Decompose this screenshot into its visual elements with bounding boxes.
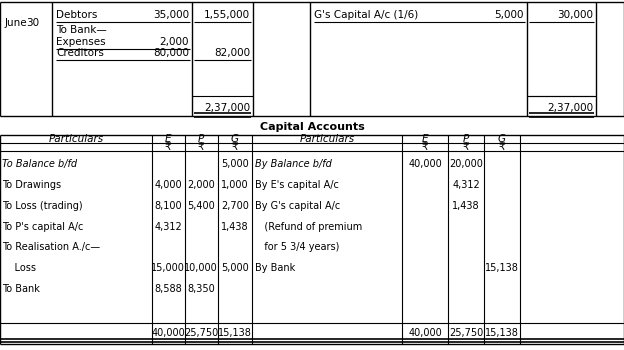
Text: 2,000: 2,000 [187,180,215,190]
Text: 2,000: 2,000 [160,37,189,47]
Text: ₹: ₹ [462,142,469,152]
Text: 40,000: 40,000 [408,328,442,338]
Text: 15,138: 15,138 [485,328,519,338]
Text: June: June [5,18,27,28]
Text: G: G [498,134,506,144]
Text: 30: 30 [26,18,39,28]
Text: Particulars: Particulars [300,134,354,144]
Text: To Drawings: To Drawings [2,180,61,190]
Text: To Loss (trading): To Loss (trading) [2,201,82,211]
Text: G's Capital A/c (1/6): G's Capital A/c (1/6) [314,10,418,20]
Text: 2,37,000: 2,37,000 [204,103,250,113]
Text: 35,000: 35,000 [153,10,189,20]
Text: 15,000: 15,000 [151,264,185,273]
Text: To P's capital A/c: To P's capital A/c [2,222,84,231]
Text: Particulars: Particulars [49,134,104,144]
Text: 15,138: 15,138 [218,328,252,338]
Text: 1,000: 1,000 [221,180,249,190]
Text: By E's capital A/c: By E's capital A/c [255,180,339,190]
Text: 4,312: 4,312 [154,222,182,231]
Text: 25,750: 25,750 [184,328,218,338]
Text: To Balance b/fd: To Balance b/fd [2,159,77,169]
Text: ₹: ₹ [165,142,172,152]
Text: 8,100: 8,100 [154,201,182,211]
Text: 5,000: 5,000 [494,10,524,20]
Text: Capital Accounts: Capital Accounts [260,122,364,132]
Text: Expenses: Expenses [56,37,105,47]
Text: E: E [165,134,171,144]
Text: ₹: ₹ [422,142,428,152]
Text: (Refund of premium: (Refund of premium [255,222,363,231]
Text: ₹: ₹ [499,142,505,152]
Text: ₹: ₹ [232,142,238,152]
Text: To Bank: To Bank [2,285,40,294]
Text: 4,312: 4,312 [452,180,480,190]
Text: 2,700: 2,700 [221,201,249,211]
Text: 25,750: 25,750 [449,328,483,338]
Text: 30,000: 30,000 [557,10,593,20]
Text: E: E [422,134,428,144]
Text: To Realisation A./c—: To Realisation A./c— [2,243,100,252]
Text: 8,350: 8,350 [187,285,215,294]
Text: P: P [463,134,469,144]
Text: ₹: ₹ [198,142,204,152]
Text: Loss: Loss [2,264,36,273]
Text: By G's capital A/c: By G's capital A/c [255,201,340,211]
Text: 1,438: 1,438 [452,201,480,211]
Text: 20,000: 20,000 [449,159,483,169]
Text: 40,000: 40,000 [408,159,442,169]
Text: 15,138: 15,138 [485,264,519,273]
Text: To Bank—: To Bank— [56,25,107,35]
Text: for 5 3/4 years): for 5 3/4 years) [255,243,339,252]
Text: 1,55,000: 1,55,000 [204,10,250,20]
Text: 5,400: 5,400 [187,201,215,211]
Text: Debtors: Debtors [56,10,97,20]
Text: 5,000: 5,000 [221,264,249,273]
Text: 80,000: 80,000 [153,48,189,58]
Text: 40,000: 40,000 [151,328,185,338]
Text: By Balance b/fd: By Balance b/fd [255,159,332,169]
Text: 82,000: 82,000 [214,48,250,58]
Text: 5,000: 5,000 [221,159,249,169]
Text: P: P [198,134,204,144]
Text: G: G [231,134,239,144]
Text: 4,000: 4,000 [154,180,182,190]
Text: 2,37,000: 2,37,000 [547,103,593,113]
Text: By Bank: By Bank [255,264,295,273]
Text: 1,438: 1,438 [221,222,249,231]
Text: 10,000: 10,000 [184,264,218,273]
Text: Creditors: Creditors [56,48,104,58]
Text: 8,588: 8,588 [154,285,182,294]
